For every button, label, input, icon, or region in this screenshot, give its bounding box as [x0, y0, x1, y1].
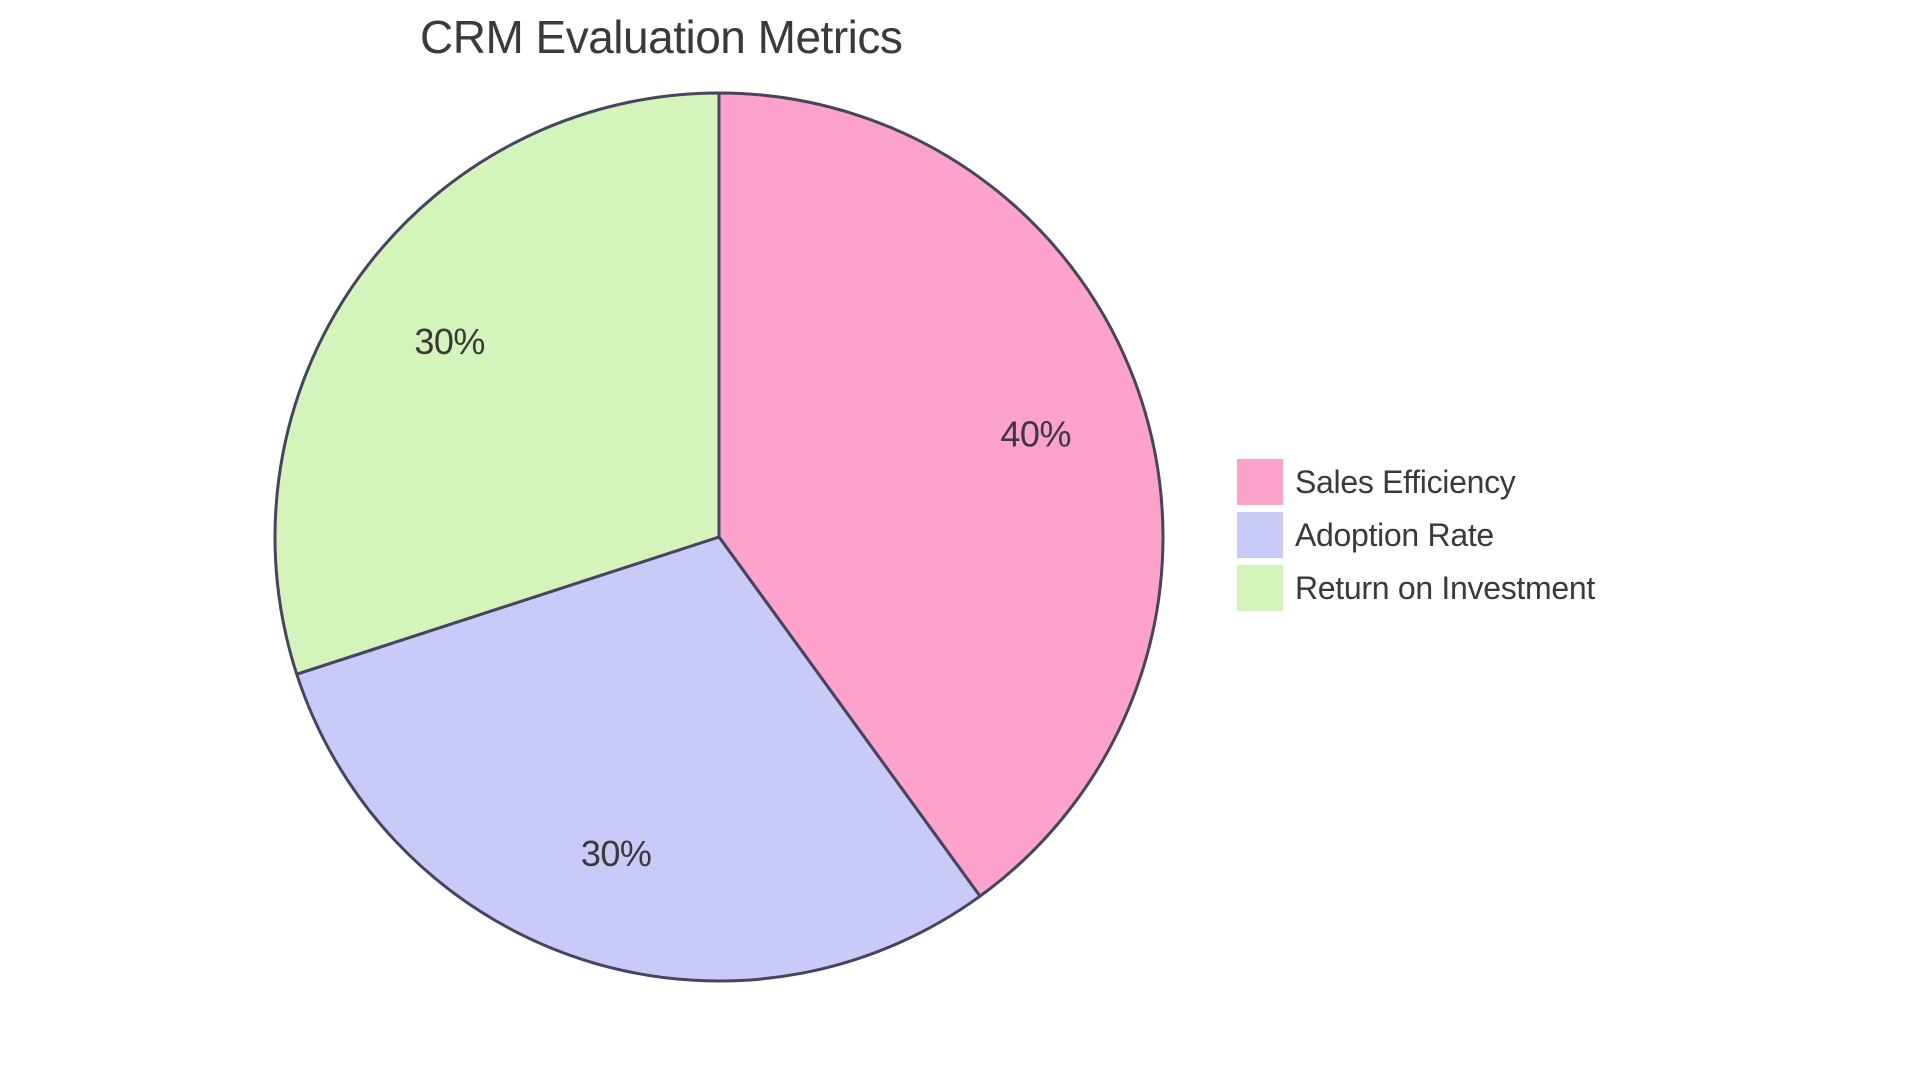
- pie-slice-0: [717, 91, 1165, 898]
- legend-swatch-2: [1237, 565, 1283, 611]
- legend-swatch-0: [1237, 459, 1283, 505]
- legend-item-1: Adoption Rate: [1237, 512, 1595, 558]
- legend-item-2: Return on Investment: [1237, 565, 1595, 611]
- slice-pct-label-0: 40%: [1000, 414, 1071, 455]
- chart-title: CRM Evaluation Metrics: [420, 11, 903, 63]
- legend-swatch-1: [1237, 512, 1283, 558]
- slice-pct-label-1: 30%: [581, 833, 652, 874]
- legend: Sales Efficiency Adoption Rate Return on I…: [1237, 459, 1595, 611]
- legend-label-2: Return on Investment: [1295, 569, 1595, 606]
- pie-slice-2: [273, 91, 721, 676]
- legend-label-0: Sales Efficiency: [1295, 463, 1516, 500]
- legend-label-1: Adoption Rate: [1295, 516, 1494, 553]
- slice-pct-label-2: 30%: [414, 321, 485, 362]
- legend-item-0: Sales Efficiency: [1237, 459, 1595, 505]
- pie-slice-1: [295, 535, 982, 983]
